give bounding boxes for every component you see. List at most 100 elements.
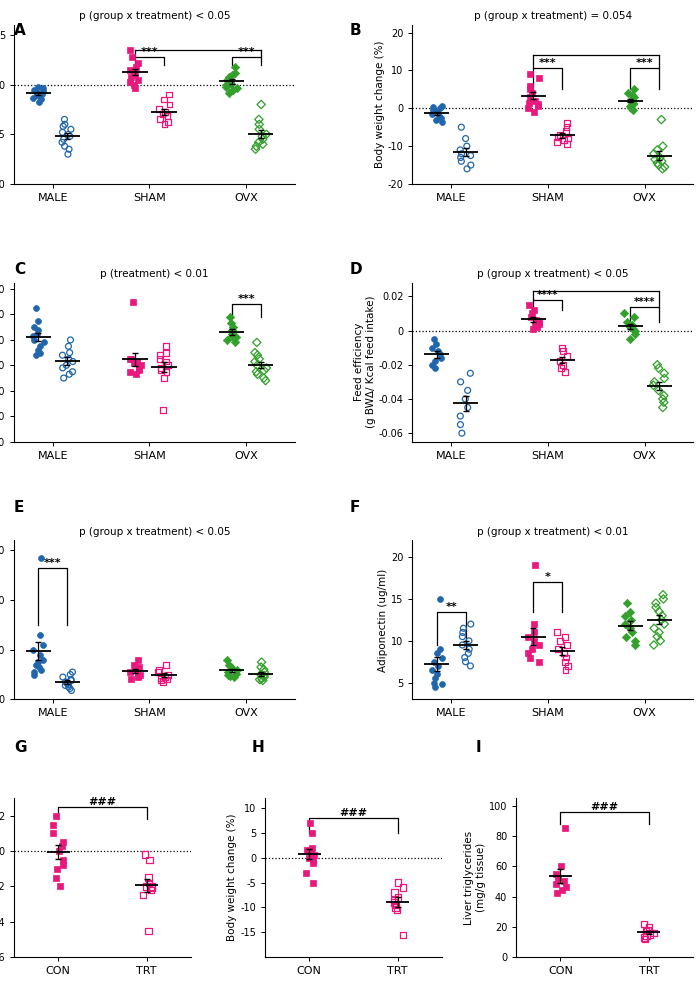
Point (392, 889, 403, 905)
Point (155, 112, 166, 128)
Point (259, 664, 270, 680)
Point (64, 366, 75, 382)
Point (554, 127, 565, 143)
Title: p (group x treatment) < 0.05: p (group x treatment) < 0.05 (78, 526, 230, 536)
Point (435, 641, 446, 657)
Point (254, 672, 265, 688)
Point (524, 82, 536, 98)
Point (432, 645, 443, 661)
Point (222, 667, 233, 683)
Point (658, 388, 669, 404)
Point (58, 834, 69, 850)
Point (627, 97, 638, 113)
Point (223, 657, 235, 673)
Point (27, 90, 38, 106)
Point (153, 102, 164, 118)
Point (459, 650, 470, 666)
Point (642, 922, 653, 938)
Point (555, 858, 566, 874)
Point (158, 402, 169, 418)
Point (522, 645, 533, 661)
Point (528, 624, 539, 640)
Point (522, 629, 533, 645)
Point (57, 125, 68, 141)
Point (640, 923, 652, 939)
Point (526, 641, 538, 657)
Point (160, 657, 172, 673)
Point (256, 671, 267, 687)
Point (48, 817, 59, 832)
Point (126, 49, 137, 65)
Point (648, 620, 659, 636)
Point (638, 916, 650, 932)
Point (560, 879, 571, 895)
Point (430, 336, 442, 352)
Point (561, 116, 572, 132)
Point (654, 633, 666, 649)
Point (629, 326, 641, 342)
Point (159, 117, 170, 133)
Point (34, 659, 45, 675)
Point (38, 334, 50, 350)
Point (436, 114, 447, 130)
Point (50, 869, 62, 885)
Point (227, 328, 238, 344)
Point (640, 928, 652, 944)
Point (63, 338, 74, 354)
Point (561, 120, 572, 136)
Point (435, 350, 447, 366)
Point (558, 133, 569, 149)
Point (643, 919, 655, 935)
Point (532, 99, 543, 115)
Point (522, 101, 533, 117)
Point (390, 899, 401, 915)
Title: p (group x treatment) < 0.05: p (group x treatment) < 0.05 (78, 11, 230, 21)
Point (33, 322, 44, 338)
Point (428, 654, 439, 670)
Point (130, 59, 141, 75)
Point (657, 139, 668, 155)
Point (657, 161, 668, 176)
Point (551, 624, 562, 640)
Point (561, 650, 572, 666)
Text: ****: **** (634, 296, 655, 307)
Point (620, 608, 631, 624)
Point (35, 338, 46, 354)
Point (125, 671, 136, 687)
Point (38, 83, 49, 99)
Y-axis label: Adiponectin (ug/ml): Adiponectin (ug/ml) (378, 568, 388, 672)
Point (456, 146, 467, 162)
Point (432, 666, 443, 682)
Point (659, 616, 670, 632)
Point (455, 150, 466, 166)
Point (560, 364, 571, 380)
Point (230, 65, 241, 81)
Point (301, 864, 312, 880)
Point (305, 815, 316, 831)
Point (32, 342, 43, 358)
Point (556, 340, 567, 356)
Point (35, 549, 46, 565)
Point (66, 673, 77, 689)
Point (625, 93, 636, 109)
Text: E: E (14, 500, 24, 515)
Point (130, 80, 141, 96)
Point (158, 674, 169, 690)
Point (558, 343, 569, 359)
Point (551, 885, 562, 901)
Point (626, 317, 638, 333)
Point (530, 312, 541, 328)
Point (135, 667, 146, 683)
Point (125, 351, 136, 367)
Point (656, 112, 667, 128)
Point (561, 137, 573, 153)
Point (225, 315, 236, 331)
Point (162, 357, 174, 373)
Point (125, 69, 136, 85)
Point (559, 645, 570, 661)
Point (220, 77, 232, 93)
Point (463, 633, 475, 649)
Title: p (group x treatment) < 0.05: p (group x treatment) < 0.05 (477, 269, 629, 279)
Point (656, 612, 667, 628)
Point (533, 70, 544, 86)
